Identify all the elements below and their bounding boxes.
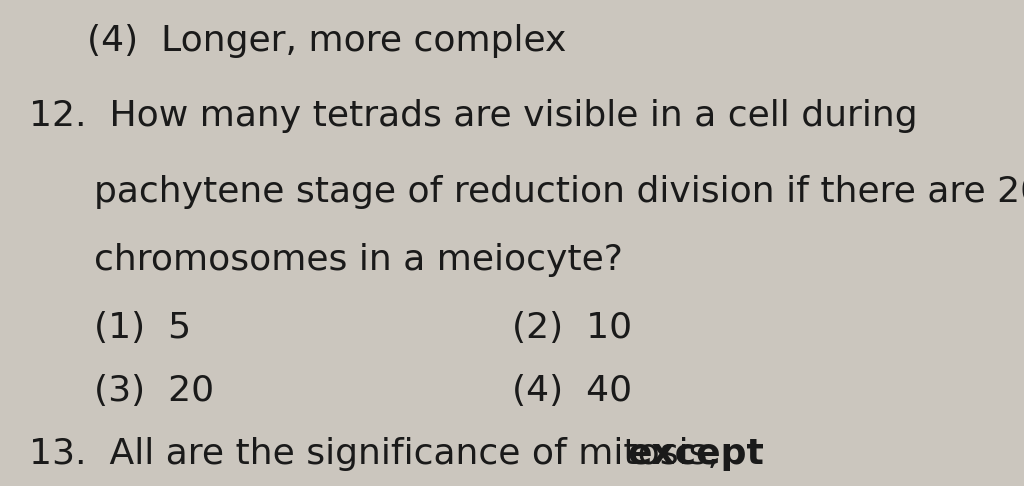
Text: (3)  20: (3) 20 (94, 374, 214, 408)
Text: (2)  10: (2) 10 (512, 311, 632, 345)
Text: 13.  All are the significance of mitosis,: 13. All are the significance of mitosis, (29, 437, 730, 471)
Text: chromosomes in a meiocyte?: chromosomes in a meiocyte? (94, 243, 623, 277)
Text: pachytene stage of reduction division if there are 20: pachytene stage of reduction division if… (94, 174, 1024, 208)
Text: 12.  How many tetrads are visible in a cell during: 12. How many tetrads are visible in a ce… (29, 99, 918, 133)
Text: (4)  40: (4) 40 (512, 374, 632, 408)
Text: (1)  5: (1) 5 (94, 311, 191, 345)
Text: except: except (628, 437, 765, 471)
Text: (4)  Longer, more complex: (4) Longer, more complex (87, 24, 566, 58)
